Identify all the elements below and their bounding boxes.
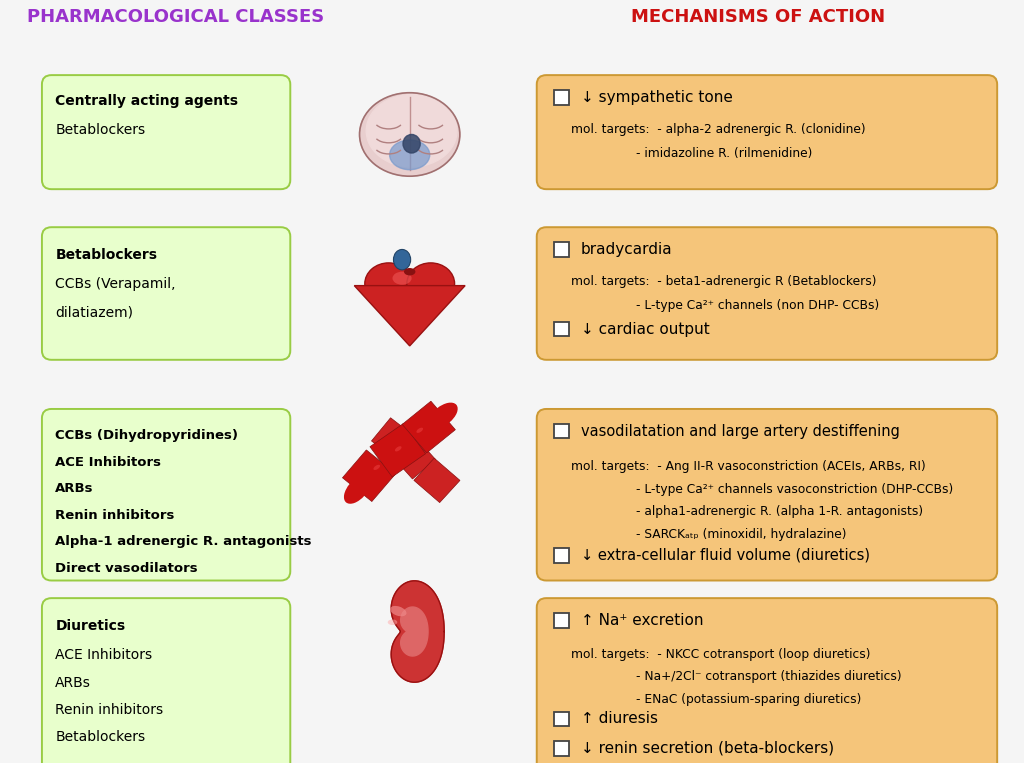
Ellipse shape [403,134,420,153]
Bar [554,243,568,256]
FancyBboxPatch shape [42,227,290,360]
Text: ARBs: ARBs [55,675,91,690]
Ellipse shape [393,250,411,270]
Text: - ENaC (potassium-sparing diuretics): - ENaC (potassium-sparing diuretics) [636,693,861,706]
Bar [554,712,568,726]
Text: ACE Inhibitors: ACE Inhibitors [55,456,162,468]
Bar [554,549,568,562]
Text: - L-type Ca²⁺ channels vasoconstriction (DHP-CCBs): - L-type Ca²⁺ channels vasoconstriction … [636,483,953,496]
Text: Betablockers: Betablockers [55,730,145,744]
Polygon shape [342,450,395,501]
Polygon shape [391,581,444,682]
Text: - imidazoline R. (rilmenidine): - imidazoline R. (rilmenidine) [636,146,812,159]
Bar [554,90,568,105]
Text: ↓ renin secretion (beta-blockers): ↓ renin secretion (beta-blockers) [581,741,834,756]
Text: Alpha-1 adrenergic R. antagonists: Alpha-1 adrenergic R. antagonists [55,535,311,548]
Text: Renin inhibitors: Renin inhibitors [55,703,164,717]
Text: - L-type Ca²⁺ channels (non DHP- CCBs): - L-type Ca²⁺ channels (non DHP- CCBs) [636,298,880,311]
Text: ACE Inhibitors: ACE Inhibitors [55,649,153,662]
Bar [554,424,568,439]
Text: CCBs (Verapamil,: CCBs (Verapamil, [55,277,176,291]
Text: Centrally acting agents: Centrally acting agents [55,94,239,108]
Text: MECHANISMS OF ACTION: MECHANISMS OF ACTION [632,8,886,26]
Polygon shape [414,458,460,503]
Polygon shape [370,423,426,477]
Bar [554,741,568,755]
Ellipse shape [390,140,430,169]
Text: - Na+/2Cl⁻ cotransport (thiazides diuretics): - Na+/2Cl⁻ cotransport (thiazides diuret… [636,671,902,684]
Text: mol. targets:  - NKCC cotransport (loop diuretics): mol. targets: - NKCC cotransport (loop d… [571,649,870,662]
FancyBboxPatch shape [537,227,997,360]
Ellipse shape [365,263,413,304]
Text: - alpha1-adrenergic R. (alpha 1-R. antagonists): - alpha1-adrenergic R. (alpha 1-R. antag… [636,505,924,518]
Text: ↓ cardiac output: ↓ cardiac output [581,322,710,336]
Ellipse shape [388,620,397,625]
Text: ARBs: ARBs [55,482,94,495]
Polygon shape [354,285,465,346]
FancyBboxPatch shape [42,598,290,763]
FancyBboxPatch shape [42,409,290,581]
Text: Betablockers: Betablockers [55,124,145,137]
Ellipse shape [429,403,458,428]
Text: ↓ sympathetic tone: ↓ sympathetic tone [581,90,732,105]
Ellipse shape [367,95,457,167]
Ellipse shape [403,268,416,275]
Text: ↑ diuresis: ↑ diuresis [581,711,657,726]
Text: bradycardia: bradycardia [581,242,673,257]
Text: Direct vasodilators: Direct vasodilators [55,562,198,575]
Ellipse shape [392,272,412,285]
Ellipse shape [407,263,455,304]
Text: mol. targets:  - alpha-2 adrenergic R. (clonidine): mol. targets: - alpha-2 adrenergic R. (c… [571,124,865,137]
Text: Diuretics: Diuretics [55,619,125,633]
Text: dilatiazem): dilatiazem) [55,305,133,319]
FancyBboxPatch shape [537,409,997,581]
Bar [554,322,568,336]
Ellipse shape [395,446,401,452]
Polygon shape [393,438,435,479]
Polygon shape [372,418,415,459]
FancyBboxPatch shape [537,598,997,763]
Text: CCBs (Dihydropyridines): CCBs (Dihydropyridines) [55,430,239,443]
Text: ↑ Na⁺ excretion: ↑ Na⁺ excretion [581,613,703,628]
Ellipse shape [344,475,371,504]
Bar [554,613,568,628]
FancyBboxPatch shape [42,75,290,189]
Polygon shape [400,607,428,656]
FancyBboxPatch shape [537,75,997,189]
Text: Renin inhibitors: Renin inhibitors [55,509,175,522]
Text: mol. targets:  - Ang II-R vasoconstriction (ACEIs, ARBs, RI): mol. targets: - Ang II-R vasoconstrictio… [571,460,926,473]
Text: mol. targets:  - beta1-adrenergic R (Betablockers): mol. targets: - beta1-adrenergic R (Beta… [571,275,877,288]
Text: Betablockers: Betablockers [55,248,158,262]
Polygon shape [402,401,456,453]
Ellipse shape [390,606,407,617]
Ellipse shape [374,465,380,470]
Text: - SARCKₐₜₚ (minoxidil, hydralazine): - SARCKₐₜₚ (minoxidil, hydralazine) [636,528,847,541]
Text: PHARMACOLOGICAL CLASSES: PHARMACOLOGICAL CLASSES [27,8,325,26]
Ellipse shape [359,93,460,176]
Text: vasodilatation and large artery destiffening: vasodilatation and large artery destiffe… [581,423,899,439]
Ellipse shape [417,428,423,433]
Text: ↓ extra-cellular fluid volume (diuretics): ↓ extra-cellular fluid volume (diuretics… [581,548,869,563]
